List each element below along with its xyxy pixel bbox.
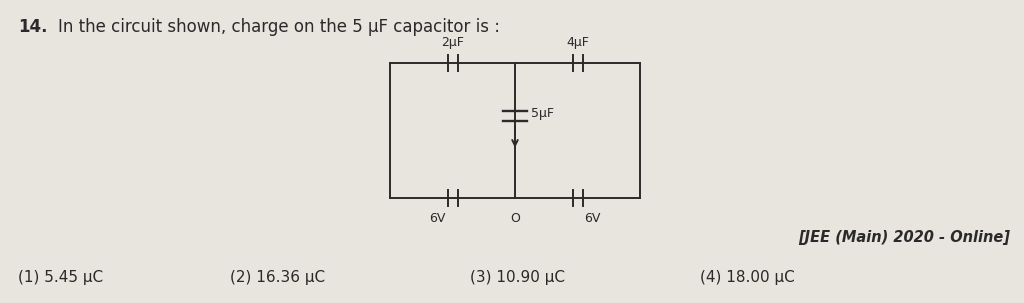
Text: (3) 10.90 μC: (3) 10.90 μC <box>470 270 565 285</box>
Text: (1) 5.45 μC: (1) 5.45 μC <box>18 270 103 285</box>
Text: 6V: 6V <box>429 212 445 225</box>
Text: [JEE (Main) 2020 - Online]: [JEE (Main) 2020 - Online] <box>798 230 1010 245</box>
Text: (2) 16.36 μC: (2) 16.36 μC <box>230 270 326 285</box>
Text: (4) 18.00 μC: (4) 18.00 μC <box>700 270 795 285</box>
Text: 6V: 6V <box>585 212 601 225</box>
Text: 14.: 14. <box>18 18 47 36</box>
Text: O: O <box>510 212 520 225</box>
Text: 4μF: 4μF <box>566 36 589 49</box>
Text: 5μF: 5μF <box>531 107 554 120</box>
Text: 2μF: 2μF <box>441 36 464 49</box>
Text: In the circuit shown, charge on the 5 μF capacitor is :: In the circuit shown, charge on the 5 μF… <box>58 18 500 36</box>
